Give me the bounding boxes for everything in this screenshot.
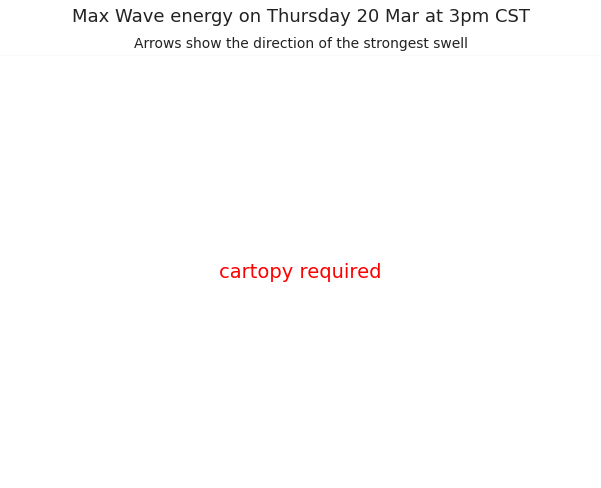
Text: Max Wave energy on Thursday 20 Mar at 3pm CST: Max Wave energy on Thursday 20 Mar at 3p… (72, 8, 529, 26)
Text: Arrows show the direction of the strongest swell: Arrows show the direction of the stronge… (133, 37, 468, 51)
Text: cartopy required: cartopy required (219, 263, 382, 282)
